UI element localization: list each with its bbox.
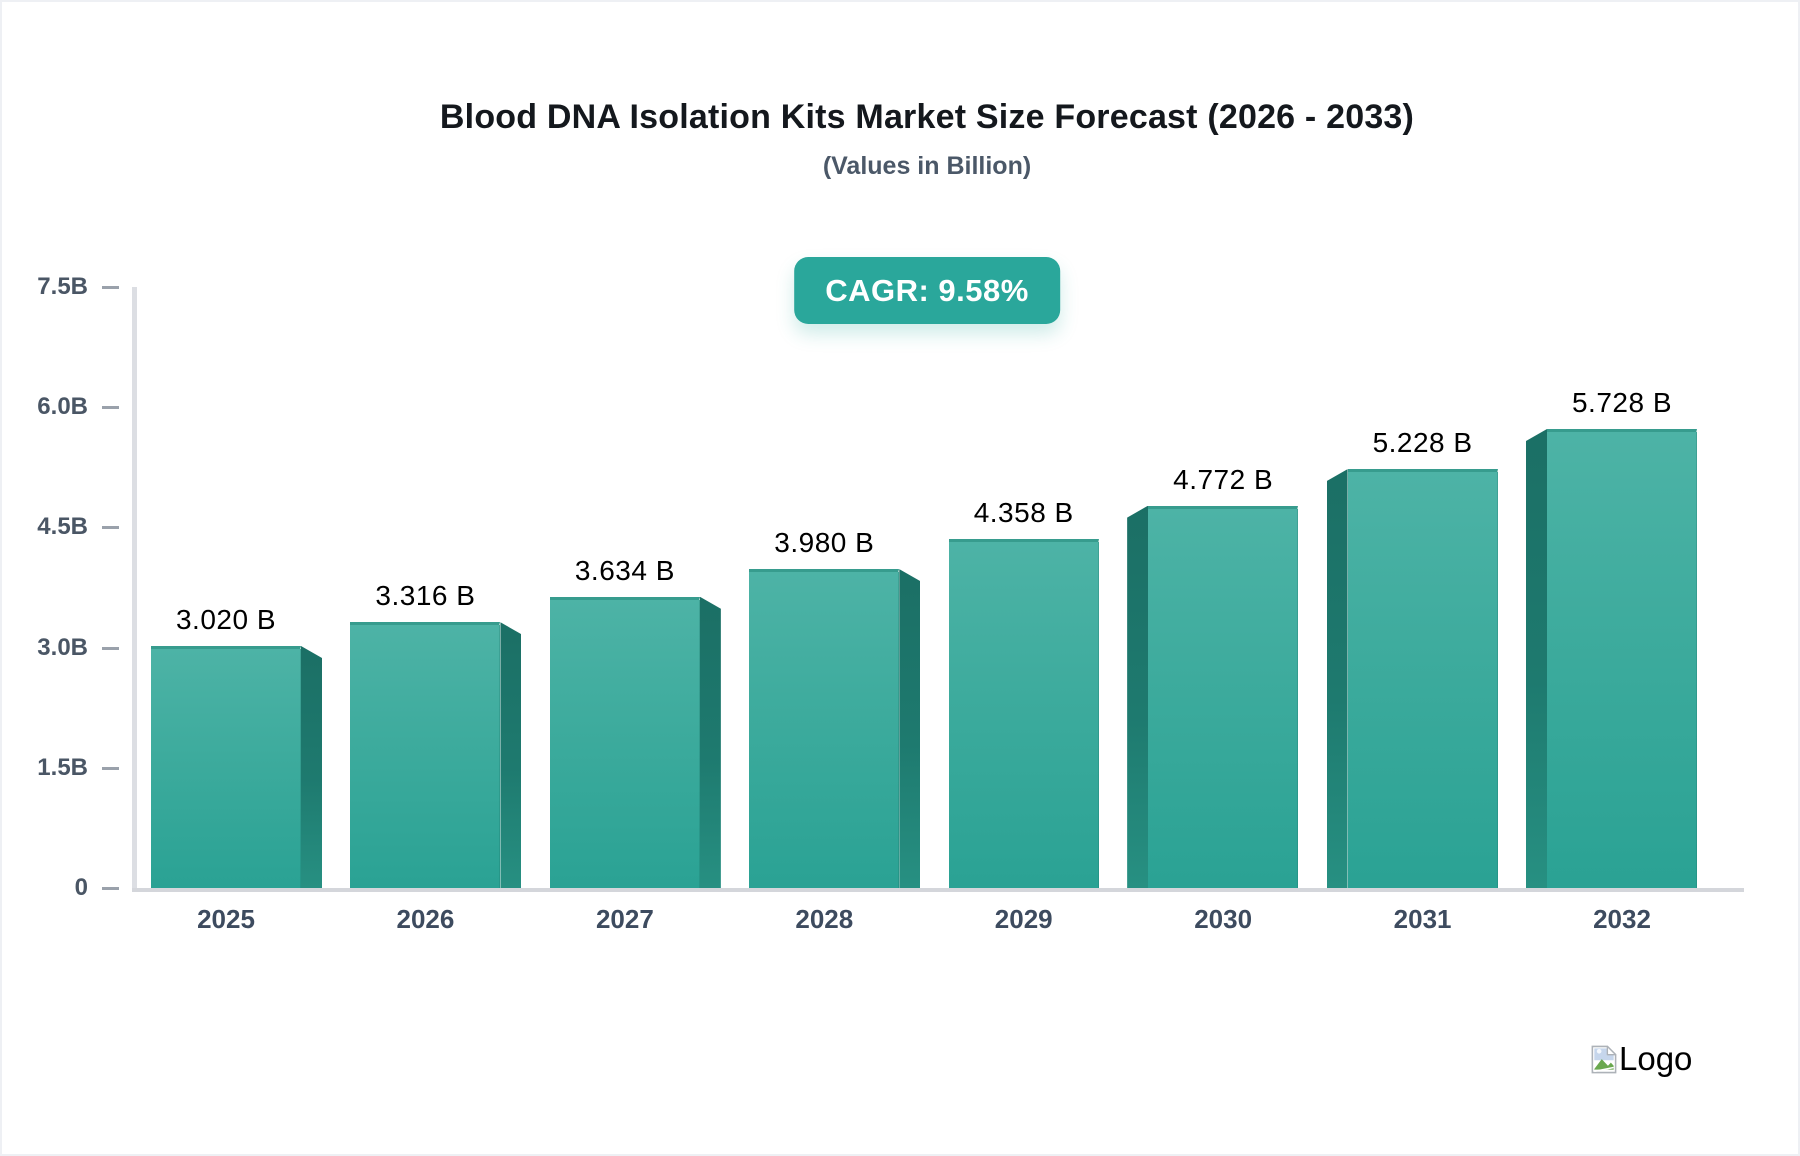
x-tick-label-2027: 2027 — [595, 904, 654, 934]
logo: Logo — [1588, 1040, 1692, 1078]
bar-side-2028 — [899, 569, 921, 888]
bar-2028 — [749, 569, 900, 888]
bar-side-2032 — [1526, 428, 1547, 888]
x-tick-label-2031: 2031 — [1393, 904, 1452, 934]
bar-side-2030 — [1127, 505, 1149, 888]
bar-value-2029: 4.358 B — [973, 496, 1074, 528]
y-tick-dash-0 — [102, 887, 119, 890]
bar-value-2032: 5.728 B — [1571, 386, 1673, 418]
bar-value-2028: 3.980 B — [774, 527, 875, 559]
y-tick-label-6.0B: 6.0B — [37, 393, 88, 421]
x-tick-label-2026: 2026 — [396, 904, 455, 934]
bar-side-2027 — [699, 596, 721, 888]
cagr-badge: CAGR: 9.58% — [794, 257, 1060, 324]
bar-2026 — [350, 622, 501, 888]
y-tick-label-0: 0 — [74, 874, 88, 901]
bar-side-2031 — [1326, 469, 1348, 888]
x-tick-label-2029: 2029 — [994, 904, 1053, 934]
x-axis-line — [132, 888, 1744, 892]
bar-value-2031: 5.228 B — [1372, 427, 1473, 459]
y-tick-label-1.5B: 1.5B — [37, 753, 88, 781]
x-tick-label-2032: 2032 — [1593, 904, 1651, 934]
x-tick-label-2030: 2030 — [1194, 904, 1253, 934]
bar-side-2026 — [500, 622, 522, 888]
x-tick-label-2028: 2028 — [795, 904, 854, 934]
chart-header: Blood DNA Isolation Kits Market Size For… — [177, 96, 1677, 182]
bar-2027 — [549, 596, 700, 888]
y-tick-label-7.5B: 7.5B — [37, 273, 88, 300]
logo-alt-text: Logo — [1619, 1040, 1693, 1077]
y-tick-dash-3.0B — [102, 646, 119, 650]
bar-value-2027: 3.634 B — [574, 554, 675, 586]
y-tick-label-3.0B: 3.0B — [37, 633, 88, 661]
bar-2025 — [151, 645, 301, 888]
x-tick-label-2025: 2025 — [197, 904, 255, 934]
bar-value-2025: 3.020 B — [175, 603, 277, 635]
bar-2032 — [1547, 428, 1697, 888]
y-tick-label-4.5B: 4.5B — [37, 513, 88, 541]
bar-2031 — [1347, 469, 1498, 888]
bar-2029 — [948, 538, 1099, 888]
bar-side-2025 — [301, 645, 322, 888]
chart-title: Blood DNA Isolation Kits Market Size For… — [439, 98, 1415, 136]
bar-2030 — [1148, 505, 1299, 888]
y-tick-dash-6.0B — [102, 406, 119, 410]
y-tick-dash-1.5B — [102, 766, 119, 770]
broken-image-icon — [1591, 1045, 1617, 1073]
y-tick-dash-4.5B — [102, 526, 119, 530]
bar-value-2026: 3.316 B — [375, 580, 476, 612]
bar-value-2030: 4.772 B — [1173, 463, 1274, 495]
y-tick-dash-7.5B — [102, 286, 119, 289]
chart-subtitle: (Values in Billion) — [822, 152, 1032, 180]
y-axis-line — [132, 287, 137, 892]
